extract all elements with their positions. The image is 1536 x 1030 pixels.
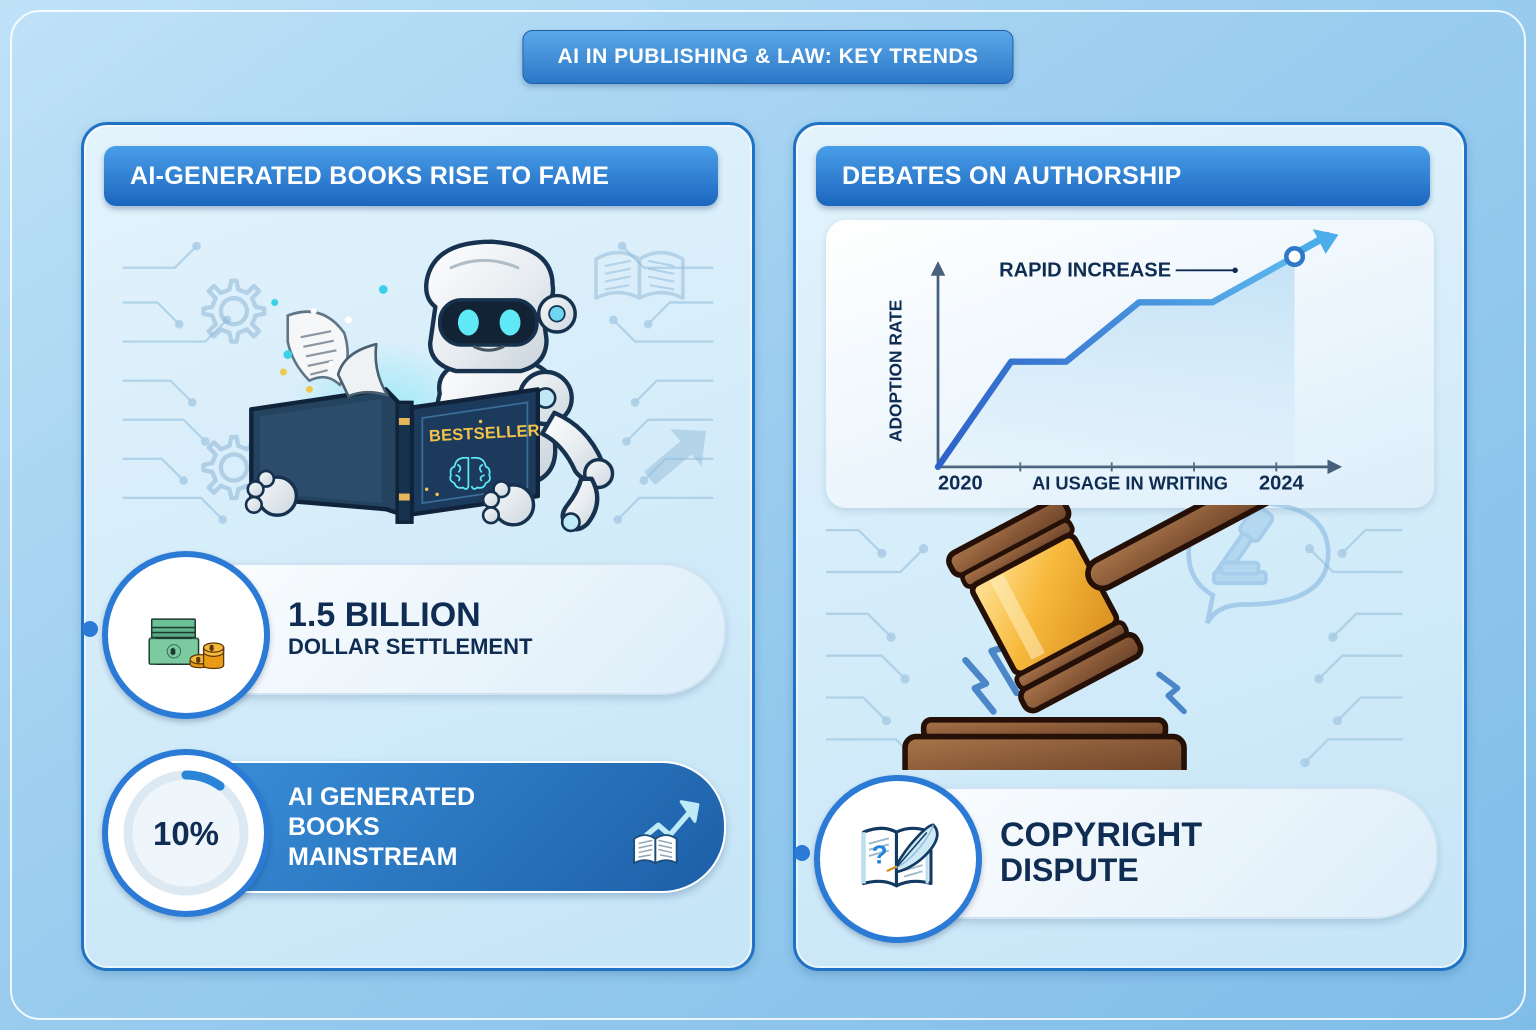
svg-text:RAPID INCREASE: RAPID INCREASE [999, 260, 1171, 282]
svg-text:$: $ [196, 657, 200, 664]
svg-text:2024: 2024 [1259, 473, 1305, 495]
svg-text:$: $ [210, 645, 214, 652]
svg-text:ADOPTION RATE: ADOPTION RATE [885, 300, 905, 442]
svg-text:2020: 2020 [938, 473, 983, 495]
svg-text:$: $ [171, 648, 175, 656]
svg-text:10%: 10% [153, 815, 219, 852]
svg-text:AI USAGE IN WRITING: AI USAGE IN WRITING [1032, 473, 1228, 494]
svg-text:?: ? [872, 840, 888, 870]
